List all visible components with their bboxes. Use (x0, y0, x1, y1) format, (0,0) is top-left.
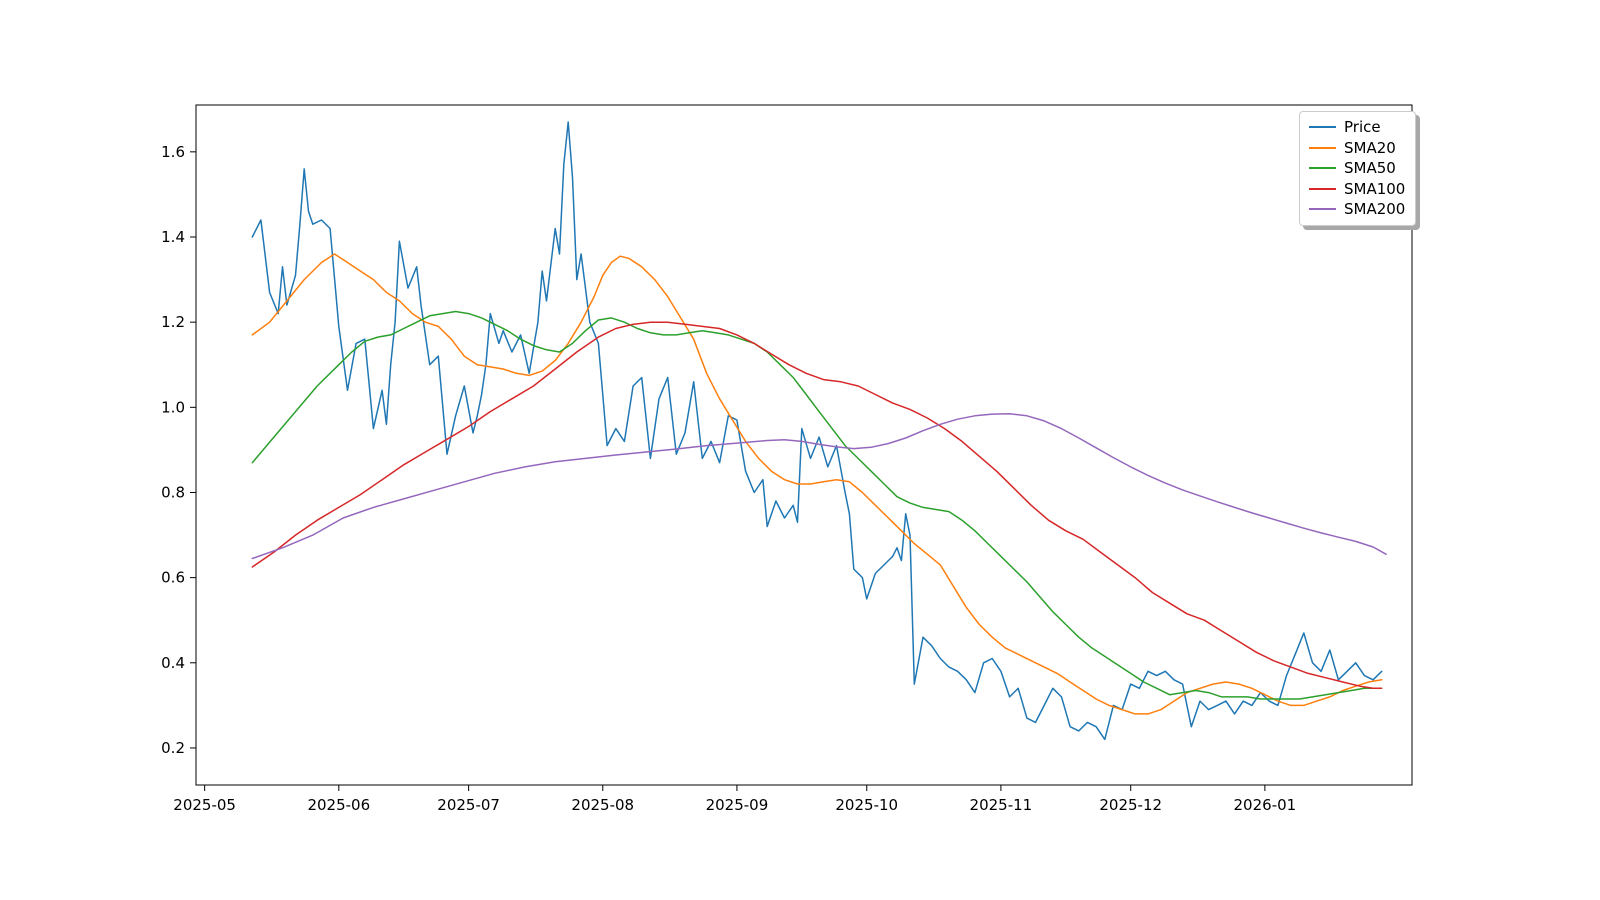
x-tick-label: 2025-08 (571, 796, 634, 814)
x-tick-label: 2025-12 (1099, 796, 1162, 814)
legend-label-sma100: SMA100 (1344, 179, 1406, 198)
legend-line-swatch-sma100 (1309, 187, 1336, 190)
x-tick-label: 2025-11 (970, 796, 1033, 814)
legend-label-price: Price (1344, 118, 1381, 137)
y-tick-label: 0.8 (161, 483, 185, 501)
y-tick-label: 1.2 (161, 313, 185, 331)
series-line-price (251, 121, 1383, 741)
y-tick-label: 1.6 (161, 143, 185, 161)
x-tick-label: 2025-10 (835, 796, 898, 814)
y-tick-label: 0.4 (161, 654, 185, 672)
legend-label-sma200: SMA200 (1344, 200, 1406, 219)
y-tick-label: 0.2 (161, 739, 185, 757)
x-tick-label: 2025-09 (706, 796, 769, 814)
legend-label-sma50: SMA50 (1344, 159, 1396, 178)
series-line-sma200 (251, 412, 1387, 560)
legend-line-swatch-sma50 (1309, 167, 1336, 170)
y-tick-label: 1.0 (161, 398, 185, 416)
legend-item-sma20: SMA20 (1309, 138, 1405, 159)
axes-frame (195, 104, 1413, 786)
series-lines (251, 121, 1387, 741)
legend-item-price: Price (1309, 117, 1405, 138)
legend-line-swatch-sma20 (1309, 146, 1336, 149)
series-line-sma50 (251, 310, 1379, 700)
legend-item-sma100: SMA100 (1309, 179, 1405, 200)
series-line-sma100 (251, 321, 1383, 690)
y-tick-label: 1.4 (161, 228, 185, 246)
legend-item-sma200: SMA200 (1309, 199, 1405, 220)
x-tick-label: 2026-01 (1234, 796, 1297, 814)
x-tick-label: 2025-06 (307, 796, 370, 814)
legend-item-sma50: SMA50 (1309, 158, 1405, 179)
x-tick-label: 2025-05 (173, 796, 236, 814)
legend-label-sma20: SMA20 (1344, 138, 1396, 157)
y-tick-label: 0.6 (161, 569, 185, 587)
legend: Price SMA20 SMA50 SMA100 SMA200 (1299, 111, 1417, 226)
x-tick-label: 2025-07 (437, 796, 500, 814)
legend-line-swatch-price (1309, 126, 1336, 129)
legend-line-swatch-sma200 (1309, 208, 1336, 211)
